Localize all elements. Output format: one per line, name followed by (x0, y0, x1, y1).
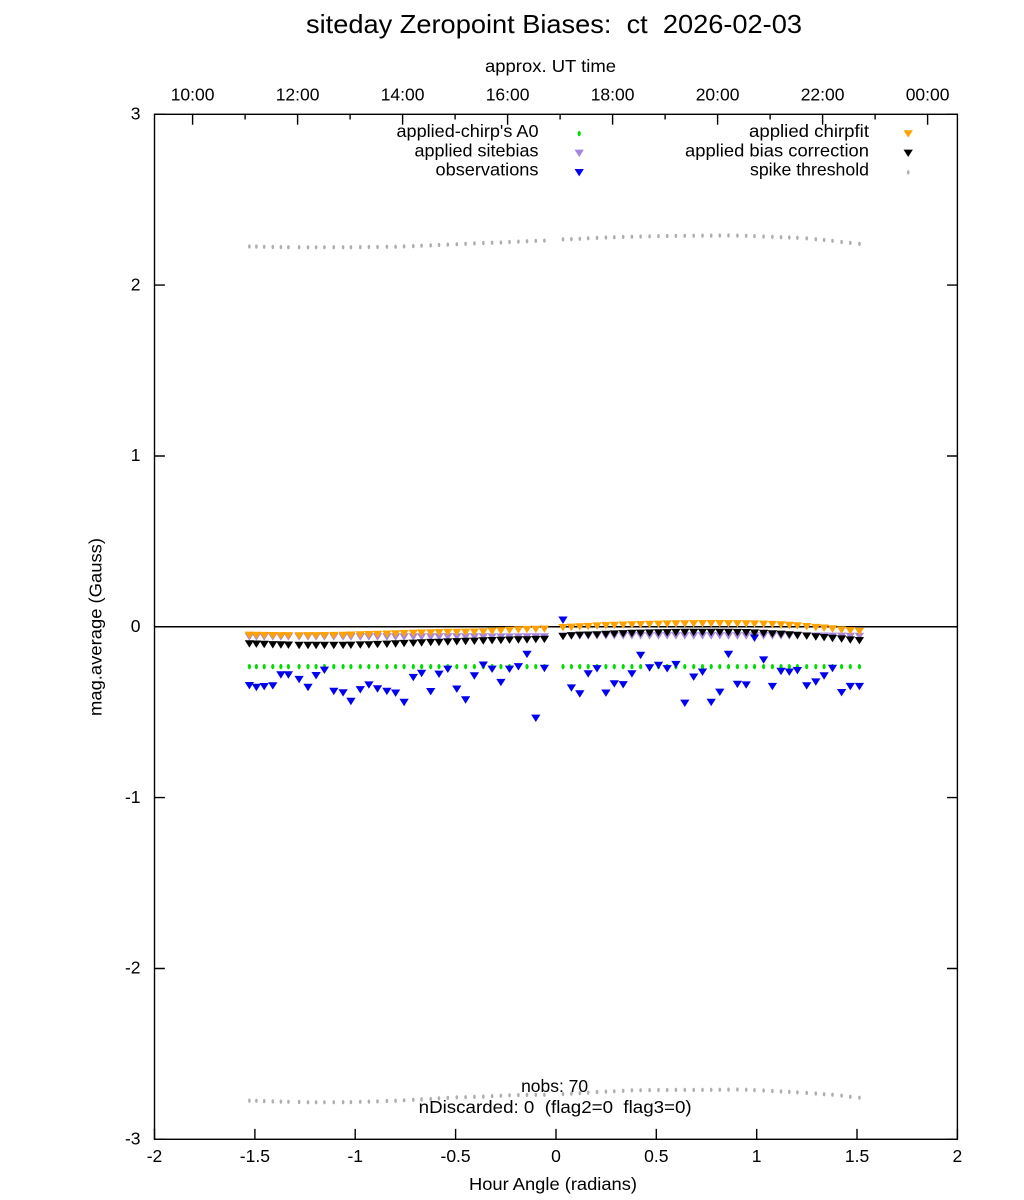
svg-text:mag.average (Gauss): mag.average (Gauss) (86, 538, 106, 716)
svg-text:-2: -2 (125, 958, 141, 978)
svg-text:approx. UT time: approx. UT time (485, 56, 616, 76)
svg-text:12:00: 12:00 (276, 84, 320, 104)
svg-text:nobs: 70: nobs: 70 (521, 1076, 588, 1096)
svg-text:-3: -3 (125, 1128, 141, 1148)
svg-text:siteday Zeropoint Biases: ct: siteday Zeropoint Biases: ct 2026-02-03 (306, 9, 802, 39)
svg-text:16:00: 16:00 (486, 84, 530, 104)
svg-text:2: 2 (953, 1146, 963, 1166)
svg-text:applied chirpfit: applied chirpfit (749, 121, 869, 141)
svg-text:-1: -1 (125, 787, 141, 807)
svg-text:-1.5: -1.5 (240, 1146, 270, 1166)
svg-text:-1: -1 (347, 1146, 363, 1166)
svg-text:applied-chirp's A0: applied-chirp's A0 (397, 121, 539, 141)
svg-text:observations: observations (436, 160, 539, 180)
svg-text:20:00: 20:00 (696, 84, 740, 104)
svg-text:applied bias correction: applied bias correction (685, 141, 869, 161)
svg-text:0: 0 (131, 616, 141, 636)
svg-text:-0.5: -0.5 (441, 1146, 471, 1166)
svg-text:2: 2 (131, 274, 141, 294)
svg-text:3: 3 (131, 104, 141, 124)
svg-text:Hour Angle (radians): Hour Angle (radians) (469, 1174, 637, 1194)
svg-text:18:00: 18:00 (591, 84, 635, 104)
svg-text:spike threshold: spike threshold (750, 160, 869, 180)
svg-text:1: 1 (752, 1146, 762, 1166)
svg-text:applied sitebias: applied sitebias (415, 141, 539, 161)
svg-text:0.5: 0.5 (644, 1146, 668, 1166)
svg-text:1.5: 1.5 (845, 1146, 869, 1166)
svg-text:-2: -2 (147, 1146, 163, 1166)
svg-text:00:00: 00:00 (906, 84, 950, 104)
svg-text:14:00: 14:00 (381, 84, 425, 104)
svg-text:1: 1 (131, 445, 141, 465)
svg-text:0: 0 (551, 1146, 561, 1166)
svg-text:22:00: 22:00 (801, 84, 845, 104)
svg-text:nDiscarded: 0 (flag2=0 flag3: nDiscarded: 0 (flag2=0 flag3=0) (419, 1097, 692, 1117)
svg-text:10:00: 10:00 (171, 84, 215, 104)
